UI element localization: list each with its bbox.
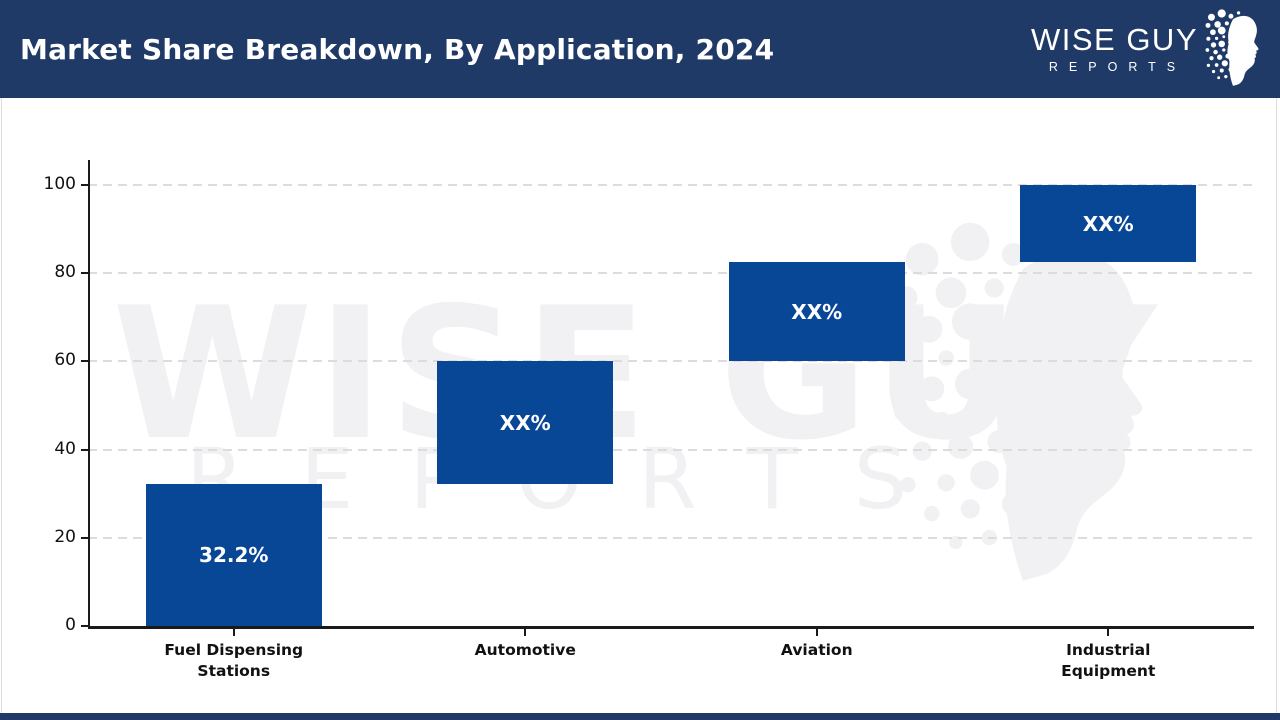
gridline-y20 [88,536,1254,539]
y-axis-tick-label: 20 [54,526,76,547]
y-axis-tick [81,272,88,275]
right-edge-line [1276,98,1277,713]
y-axis-tick-label: 80 [54,262,76,283]
y-axis-tick [81,625,88,627]
x-category-label-line: Equipment [1061,661,1156,680]
brand-subname: REPORTS [1048,60,1187,75]
y-axis-tick [81,448,88,451]
y-axis-tick [81,360,88,363]
x-axis-tick [524,628,527,636]
watermark-wiseguy-text: WISE GUY [112,268,1161,480]
x-category-label: Automotive [415,640,635,661]
bar-aviation: XX% [728,262,905,362]
bottom-accent-strip [0,713,1280,720]
x-axis-line [88,626,1254,629]
bar-value-label: 32.2% [199,542,269,567]
brand-name: WISE GUY [1030,22,1198,58]
y-axis-line [88,160,90,628]
y-axis-tick [81,536,88,539]
bar-fuel-dispensing-stations: 32.2% [145,483,322,626]
bar-value-label: XX% [791,299,843,324]
left-edge-line [1,98,2,713]
bar-value-label: XX% [499,410,551,435]
x-category-label-line: Industrial [1066,641,1151,659]
x-category-label-line: Fuel Dispensing [164,641,304,659]
y-axis-tick-label: 100 [43,174,76,194]
y-axis-tick-label: 40 [54,438,76,459]
gridline-y40 [88,448,1254,451]
y-axis-tick-label: 60 [54,350,76,371]
x-category-label: Fuel Dispensing Stations [124,640,344,682]
bar-industrial-equipment: XX% [1020,185,1197,263]
brand-dotted-face-icon [1205,9,1259,86]
brand-logo: WISE GUY REPORTS [1031,8,1266,90]
x-category-label-line: Stations [197,661,271,680]
bar-value-label: XX% [1082,211,1134,236]
gridline-y80 [88,272,1254,275]
brand-wordmark: WISE GUY REPORTS [1031,24,1198,74]
x-axis-tick [815,628,818,636]
gridline-y100 [88,184,1254,186]
gridline-y60 [88,360,1254,363]
x-category-label: Aviation [707,640,927,661]
x-category-label-line: Aviation [780,641,853,659]
bar-automotive: XX% [437,361,614,484]
chart-title: Market Share Breakdown, By Application, … [20,32,775,66]
x-axis-tick [232,628,235,636]
y-axis-tick-label: 0 [65,615,76,635]
x-category-label: Industrial Equipment [998,640,1218,682]
header-bar: Market Share Breakdown, By Application, … [0,0,1280,98]
y-axis-tick [81,184,88,186]
x-axis-tick [1107,628,1110,636]
x-category-label-line: Automotive [474,641,576,659]
